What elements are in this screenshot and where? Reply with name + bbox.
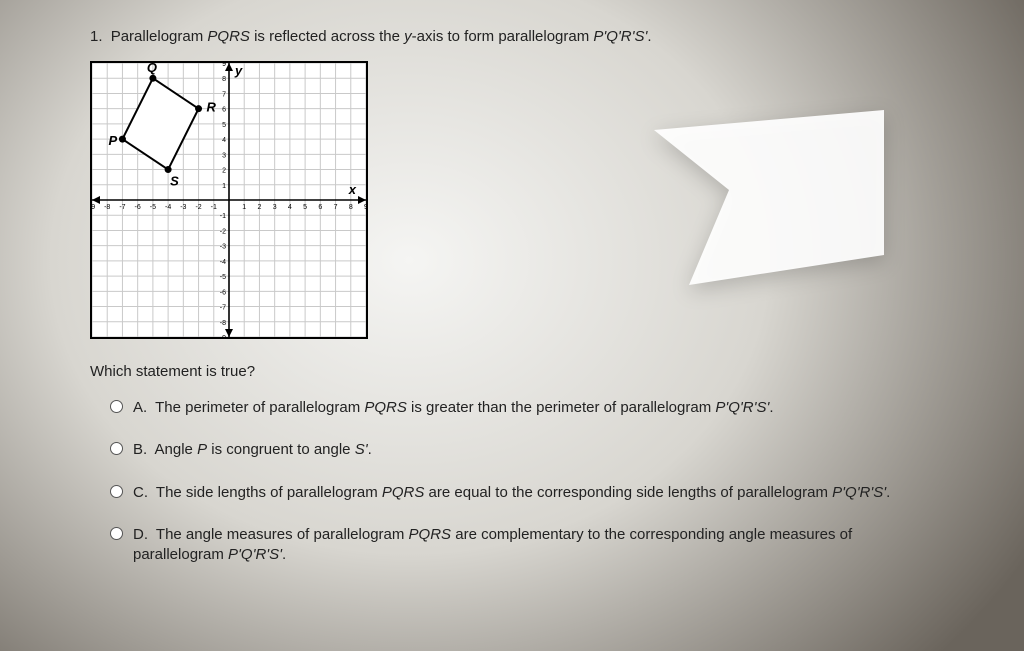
svg-text:9: 9: [222, 63, 226, 68]
option-b[interactable]: B. Angle P is congruent to angle S'.: [110, 440, 934, 460]
svg-text:5: 5: [303, 204, 307, 211]
svg-text:-6: -6: [135, 204, 141, 211]
opt-c-i2: P'Q'R'S': [832, 484, 886, 501]
radio-icon[interactable]: [110, 400, 123, 413]
svg-text:7: 7: [334, 204, 338, 211]
coordinate-figure: 1 2 3 4 5 6 7 8 9 -1 -2 -3 -4 -5 -6 -7 -8 -9 1 2 3 4 5 6 7 8 9 -1 -2…: [90, 61, 368, 339]
opt-a-after: .: [769, 399, 773, 416]
svg-text:8: 8: [349, 204, 353, 211]
svg-text:y: y: [234, 63, 243, 78]
option-d-text: D. The angle measures of parallelogram P…: [133, 525, 934, 566]
svg-text:6: 6: [318, 204, 322, 211]
svg-text:-3: -3: [180, 204, 186, 211]
svg-text:-5: -5: [150, 204, 156, 211]
opt-d-i2: P'Q'R'S': [228, 546, 282, 563]
option-a[interactable]: A. The perimeter of parallelogram PQRS i…: [110, 398, 934, 418]
svg-text:6: 6: [222, 107, 226, 114]
svg-text:2: 2: [222, 168, 226, 175]
option-b-text: B. Angle P is congruent to angle S'.: [133, 440, 934, 460]
opt-a-i2: P'Q'R'S': [715, 399, 769, 416]
radio-icon[interactable]: [110, 442, 123, 455]
question-page: 1. Parallelogram PQRS is reflected acros…: [0, 0, 1024, 587]
option-c-text: C. The side lengths of parallelogram PQR…: [133, 483, 934, 503]
svg-text:-5: -5: [220, 274, 226, 281]
svg-text:-9: -9: [220, 335, 226, 337]
option-letter: A.: [133, 399, 147, 416]
svg-text:-9: -9: [92, 204, 95, 211]
stem-text-2: is reflected across the: [250, 28, 404, 45]
option-letter: C.: [133, 484, 148, 501]
svg-text:-2: -2: [220, 228, 226, 235]
radio-icon[interactable]: [110, 485, 123, 498]
svg-text:5: 5: [222, 122, 226, 129]
svg-text:1: 1: [222, 183, 226, 190]
opt-b-after: .: [368, 441, 372, 458]
svg-text:4: 4: [288, 204, 292, 211]
opt-c-i1: PQRS: [382, 484, 425, 501]
options-list: A. The perimeter of parallelogram PQRS i…: [90, 398, 934, 565]
opt-d-after: .: [282, 546, 286, 563]
opt-b-mid: is congruent to angle: [207, 441, 355, 458]
svg-text:-8: -8: [220, 320, 226, 327]
svg-text:3: 3: [222, 152, 226, 159]
stem-text-1: Parallelogram: [111, 28, 208, 45]
svg-text:R: R: [207, 100, 217, 115]
stem-pqrs: PQRS: [207, 28, 250, 45]
radio-icon[interactable]: [110, 527, 123, 540]
opt-c-before: The side lengths of parallelogram: [156, 484, 382, 501]
svg-text:-7: -7: [220, 305, 226, 312]
opt-a-mid: is greater than the perimeter of paralle…: [407, 399, 716, 416]
option-letter: B.: [133, 441, 147, 458]
svg-text:3: 3: [273, 204, 277, 211]
svg-text:-1: -1: [211, 204, 217, 211]
svg-text:P: P: [108, 133, 117, 148]
coordinate-grid-svg: 1 2 3 4 5 6 7 8 9 -1 -2 -3 -4 -5 -6 -7 -8 -9 1 2 3 4 5 6 7 8 9 -1 -2…: [92, 63, 366, 337]
opt-b-i1: P: [197, 441, 207, 458]
stem-pqrs-prime: P'Q'R'S': [593, 28, 647, 45]
svg-text:2: 2: [257, 204, 261, 211]
option-d[interactable]: D. The angle measures of parallelogram P…: [110, 525, 934, 566]
opt-d-before: The angle measures of parallelogram: [156, 526, 409, 543]
opt-a-before: The perimeter of parallelogram: [155, 399, 364, 416]
opt-c-mid: are equal to the corresponding side leng…: [424, 484, 832, 501]
stem-y: y: [404, 28, 412, 45]
opt-d-i1: PQRS: [409, 526, 452, 543]
option-c[interactable]: C. The side lengths of parallelogram PQR…: [110, 483, 934, 503]
svg-text:S: S: [170, 174, 179, 189]
svg-text:-4: -4: [220, 259, 226, 266]
which-statement: Which statement is true?: [90, 363, 934, 380]
svg-text:8: 8: [222, 76, 226, 83]
svg-text:4: 4: [222, 137, 226, 144]
svg-text:1: 1: [242, 204, 246, 211]
question-number: 1.: [90, 28, 103, 45]
svg-text:x: x: [348, 182, 357, 197]
option-a-text: A. The perimeter of parallelogram PQRS i…: [133, 398, 934, 418]
svg-text:Q: Q: [147, 63, 157, 75]
svg-text:-4: -4: [165, 204, 171, 211]
opt-b-i2: S': [355, 441, 368, 458]
option-letter: D.: [133, 526, 148, 543]
svg-text:-6: -6: [220, 289, 226, 296]
opt-a-i1: PQRS: [364, 399, 407, 416]
svg-text:-8: -8: [104, 204, 110, 211]
question-stem: 1. Parallelogram PQRS is reflected acros…: [90, 28, 934, 45]
stem-text-4: .: [647, 28, 651, 45]
stem-text-3: -axis to form parallelogram: [412, 28, 594, 45]
svg-text:-3: -3: [220, 244, 226, 251]
svg-text:-7: -7: [119, 204, 125, 211]
svg-text:9: 9: [364, 204, 366, 211]
opt-b-before: Angle: [155, 441, 198, 458]
svg-text:-1: -1: [220, 213, 226, 220]
svg-text:-2: -2: [195, 204, 201, 211]
opt-c-after: .: [886, 484, 890, 501]
svg-text:7: 7: [222, 91, 226, 98]
